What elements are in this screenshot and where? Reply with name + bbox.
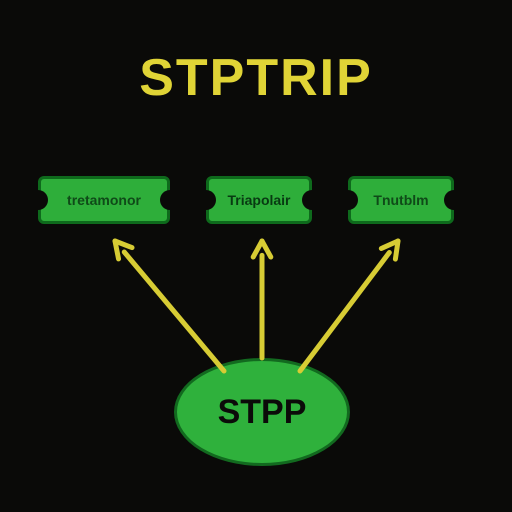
box-2: Triapolair: [206, 176, 312, 224]
ticket-notch-right-2: [302, 190, 322, 210]
box-1-label: tretamonor: [67, 192, 141, 208]
box-3: Tnutblm: [348, 176, 454, 224]
box-1: tretamonor: [38, 176, 170, 224]
diagram-title: STPTRIP: [0, 48, 512, 108]
ticket-notch-right-3: [444, 190, 464, 210]
ticket-notch-left-3: [338, 190, 358, 210]
ticket-notch-left-1: [28, 190, 48, 210]
ticket-notch-left-2: [196, 190, 216, 210]
box-3-label: Tnutblm: [373, 192, 428, 208]
source-oval: STPP: [174, 358, 350, 466]
source-oval-label: STPP: [218, 393, 307, 432]
box-2-label: Triapolair: [227, 192, 290, 208]
ticket-notch-right-1: [160, 190, 180, 210]
